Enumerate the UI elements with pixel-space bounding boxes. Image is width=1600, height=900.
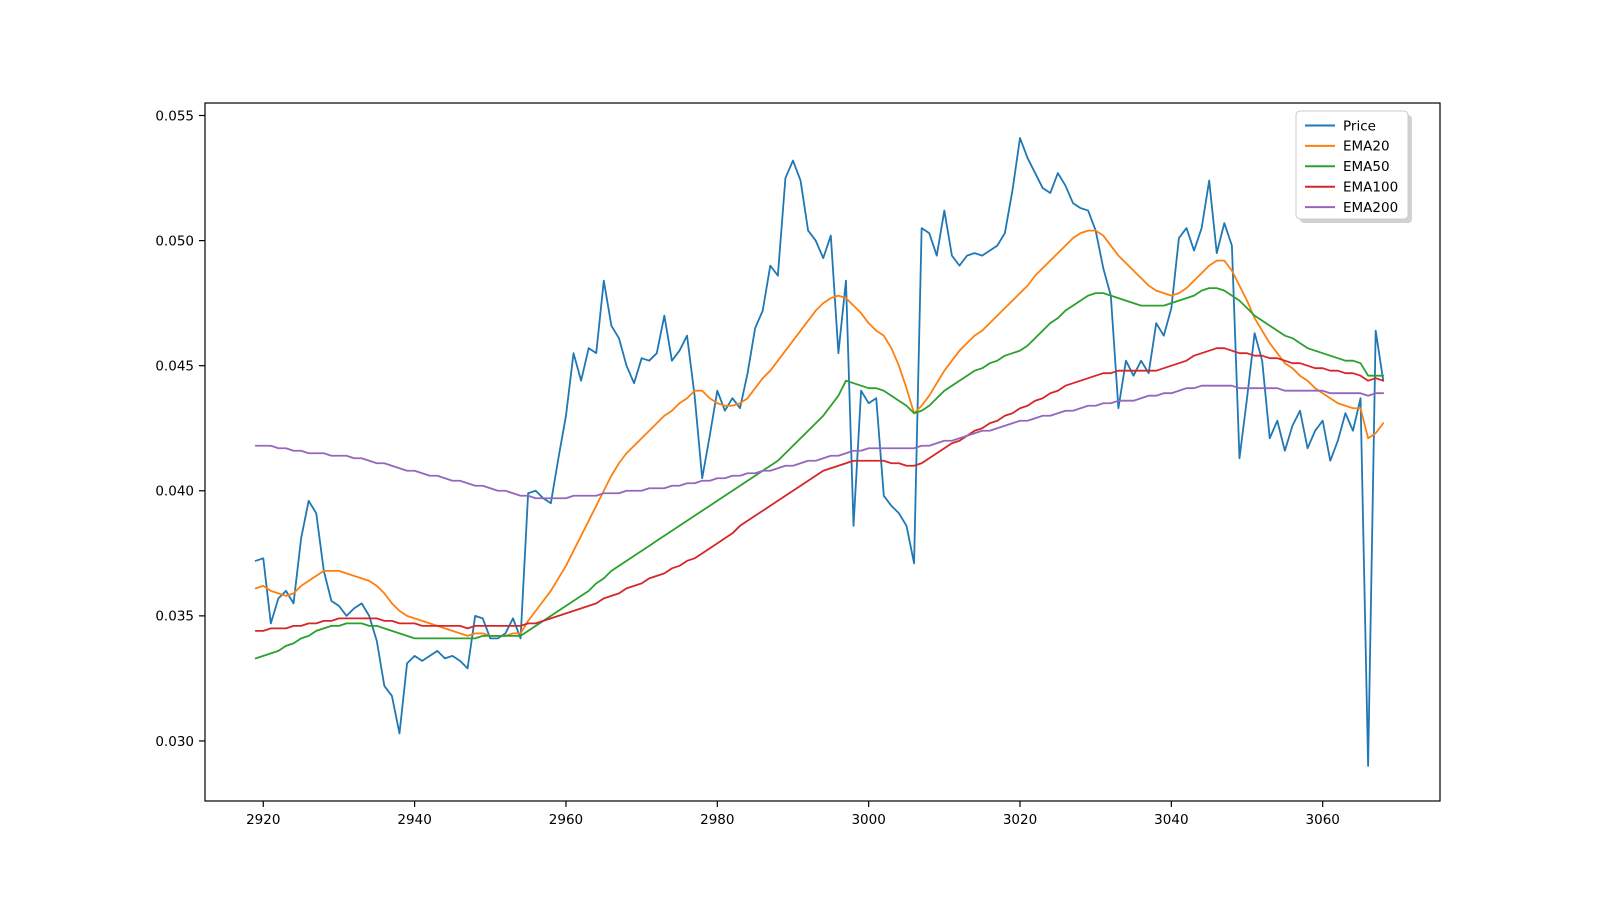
legend-entry-price: Price [1305, 118, 1376, 134]
y-tick-label: 0.040 [155, 484, 194, 500]
legend-label: Price [1343, 118, 1376, 134]
x-tick-label: 3020 [1003, 812, 1037, 828]
legend-entry-ema50: EMA50 [1305, 159, 1390, 175]
x-tick-label: 2960 [549, 812, 583, 828]
ema50-line [254, 287, 1385, 660]
price-line [254, 137, 1385, 767]
y-tick-label: 0.055 [155, 108, 194, 124]
x-tick-label: 2980 [700, 812, 734, 828]
x-tick-label: 3000 [851, 812, 885, 828]
legend-label: EMA200 [1343, 200, 1398, 216]
x-tick-label: 2920 [246, 812, 280, 828]
legend-label: EMA100 [1343, 180, 1398, 196]
legend: Price EMA20 EMA50 EMA100 EMA200 [1295, 110, 1412, 223]
y-axis: 0.030 0.035 0.040 0.045 0.050 0.055 [155, 108, 205, 750]
y-tick-label: 0.030 [155, 734, 194, 750]
legend-label: EMA50 [1343, 159, 1390, 175]
x-tick-label: 3060 [1306, 812, 1340, 828]
legend-entry-ema200: EMA200 [1305, 200, 1398, 216]
legend-entry-ema100: EMA100 [1305, 180, 1398, 196]
x-tick-label: 2940 [397, 812, 431, 828]
plot-area-border [204, 102, 1441, 802]
legend-label: EMA20 [1343, 139, 1390, 155]
legend-box [1295, 110, 1409, 220]
y-tick-label: 0.045 [155, 358, 194, 374]
legend-entry-ema20: EMA20 [1305, 139, 1390, 155]
ema20-line [254, 229, 1385, 637]
x-tick-label: 3040 [1154, 812, 1188, 828]
ema200-line [254, 384, 1385, 500]
ema100-line [254, 347, 1385, 632]
y-tick-label: 0.035 [155, 609, 194, 625]
x-axis: 2920 2940 2960 2980 3000 3020 3040 3060 [246, 801, 1340, 828]
y-tick-label: 0.050 [155, 233, 194, 249]
